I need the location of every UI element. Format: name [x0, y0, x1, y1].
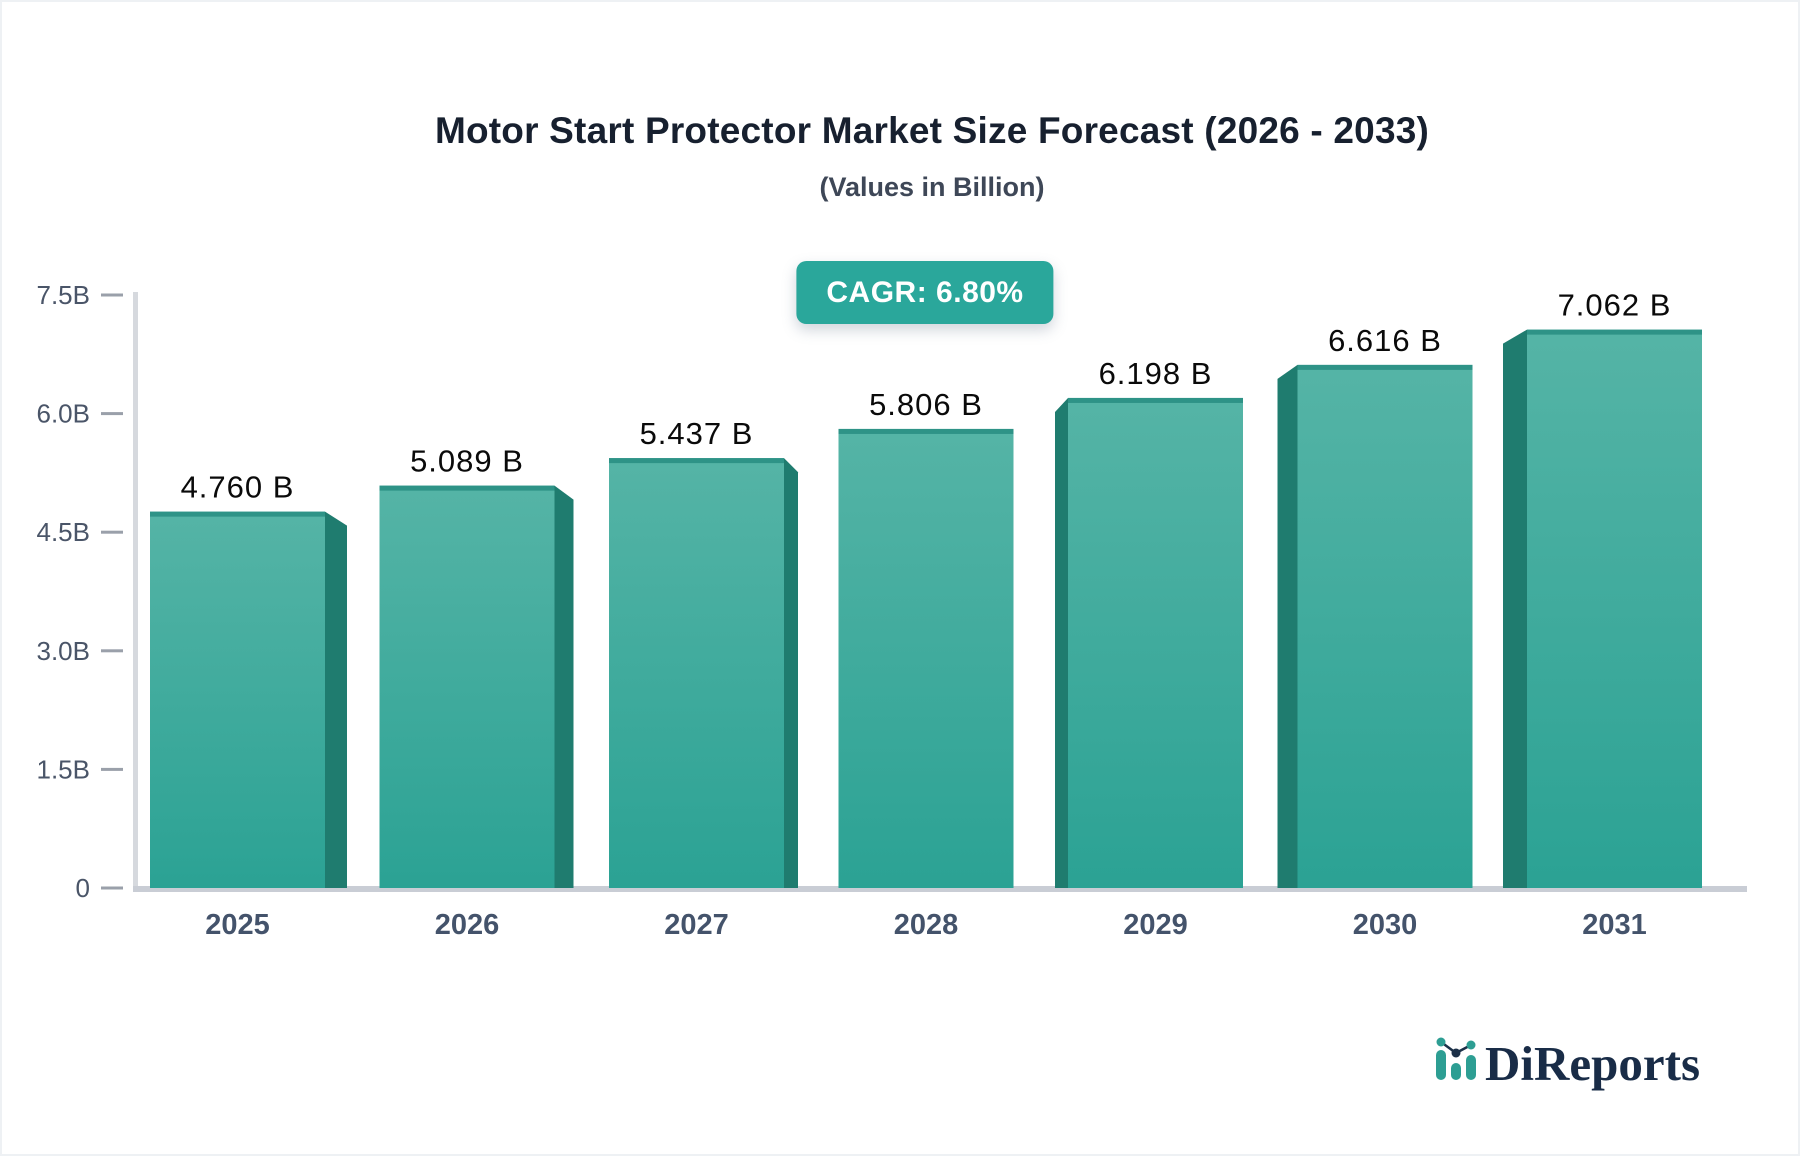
y-axis-tick — [101, 293, 123, 297]
bar-front-face — [1527, 329, 1702, 888]
logo-dot — [1451, 1048, 1461, 1058]
bar-value-label: 7.062 B — [1558, 288, 1672, 323]
x-axis-label: 2026 — [435, 909, 500, 941]
bar-top-rim — [1297, 364, 1473, 370]
y-axis-tick-label: 6.0B — [37, 399, 91, 429]
y-axis-tick — [101, 767, 123, 771]
bar-side-face — [784, 458, 798, 888]
bar-front-face — [609, 458, 784, 888]
brand-logo-text: DiReports — [1485, 1036, 1701, 1091]
y-axis-tick-label: 7.5B — [37, 280, 91, 310]
bar-value-label: 5.089 B — [410, 444, 524, 479]
bar-side-face — [554, 485, 574, 888]
y-axis-tick-label: 3.0B — [37, 636, 91, 666]
bar-side-face — [1277, 364, 1298, 889]
bar-value-label: 5.806 B — [869, 387, 983, 422]
bar-top-rim — [1068, 397, 1243, 403]
logo-dot — [1436, 1037, 1446, 1047]
chart-title: Motor Start Protector Market Size Foreca… — [434, 110, 1430, 151]
bar-value-label: 5.437 B — [640, 416, 754, 451]
bar-front-face — [1297, 364, 1473, 889]
bar-top-rim — [379, 485, 555, 491]
bar-2030[interactable]: 6.616 B 2030 — [1277, 323, 1473, 941]
bar-side-face — [1503, 329, 1527, 888]
brand-logo-icon — [1436, 1037, 1476, 1080]
bar-front-face — [150, 511, 325, 888]
bar-side-face — [1055, 397, 1068, 888]
x-axis-label: 2028 — [894, 909, 959, 941]
x-axis-label: 2027 — [664, 909, 729, 941]
cagr-badge: CAGR: 6.80% — [796, 261, 1054, 324]
x-axis-baseline — [133, 886, 1747, 892]
bar-2028[interactable]: 5.806 B 2028 — [838, 387, 1014, 941]
y-axis-tick-label: 0 — [76, 873, 90, 903]
x-axis-label: 2030 — [1353, 909, 1418, 941]
bar-2031[interactable]: 7.062 B 2031 — [1503, 288, 1702, 941]
bar-top-rim — [1527, 329, 1702, 335]
y-axis-tick — [101, 530, 123, 534]
chart-subtitle: (Values in Billion) — [819, 172, 1045, 202]
x-axis-label: 2031 — [1582, 909, 1647, 941]
y-axis-tick — [101, 412, 123, 416]
logo-bar — [1436, 1050, 1446, 1080]
y-axis-tick — [101, 886, 123, 890]
bar-2026[interactable]: 5.089 B 2026 — [379, 444, 574, 941]
bar-front-face — [1068, 397, 1243, 888]
y-axis-tick-label: 4.5B — [37, 517, 91, 547]
brand-logo: DiReports — [1434, 1034, 1700, 1088]
bar-top-rim — [150, 511, 325, 517]
bar-2025[interactable]: 4.760 B 2025 — [150, 470, 347, 941]
logo-bar — [1451, 1063, 1461, 1080]
bar-top-rim — [609, 458, 784, 464]
x-axis-label: 2025 — [205, 909, 270, 941]
bar-value-label: 4.760 B — [181, 470, 295, 505]
y-axis-line — [133, 292, 138, 891]
bar-side-face — [325, 511, 347, 888]
y-axis-tick-label: 1.5B — [37, 754, 91, 784]
y-axis-tick — [101, 649, 123, 653]
bar-value-label: 6.616 B — [1328, 323, 1442, 358]
bar-value-label: 6.198 B — [1099, 356, 1213, 391]
bar-2027[interactable]: 5.437 B 2027 — [609, 416, 798, 941]
x-axis-label: 2029 — [1123, 909, 1188, 941]
bar-front-face — [379, 485, 555, 888]
bar-front-face — [838, 428, 1014, 888]
logo-bar — [1466, 1055, 1476, 1080]
logo-dot — [1466, 1040, 1476, 1050]
bar-2029[interactable]: 6.198 B 2029 — [1055, 356, 1243, 941]
bar-top-rim — [838, 428, 1014, 434]
